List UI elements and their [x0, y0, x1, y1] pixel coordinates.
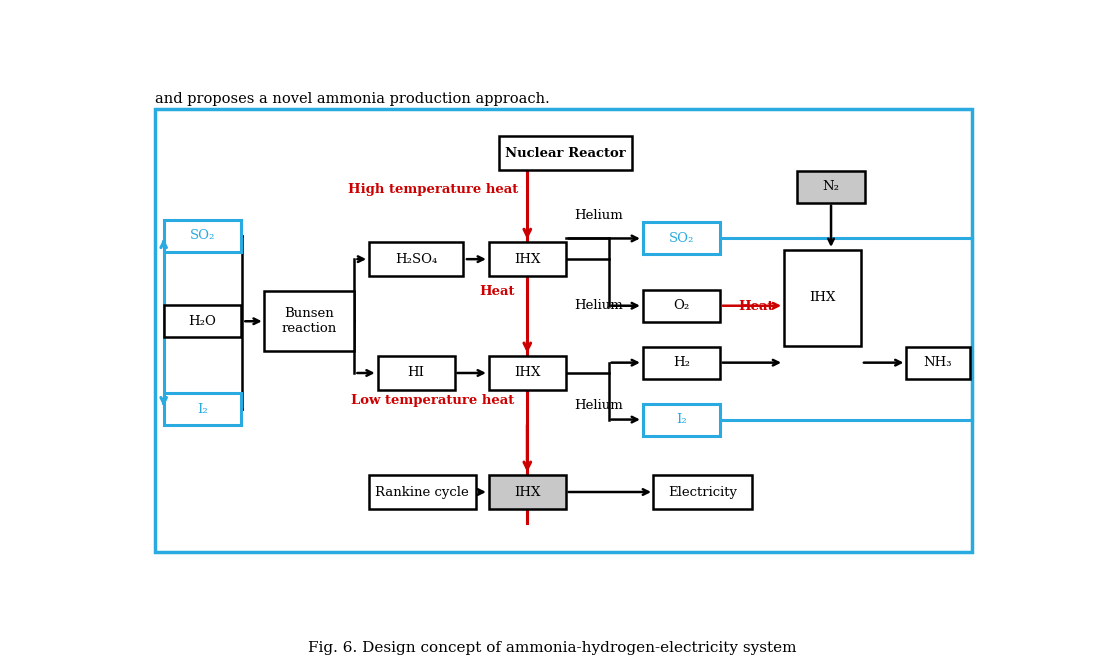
Text: I₂: I₂	[197, 403, 208, 416]
Bar	[155, 109, 973, 552]
Bar	[369, 243, 464, 276]
Bar	[264, 292, 354, 351]
Bar	[643, 222, 720, 255]
Text: Helium: Helium	[574, 399, 623, 412]
Bar	[489, 356, 566, 390]
Bar	[654, 475, 752, 509]
Text: Helium: Helium	[574, 209, 623, 222]
Text: IHX: IHX	[514, 366, 541, 380]
Text: SO₂: SO₂	[669, 232, 694, 245]
Text: O₂: O₂	[673, 299, 689, 312]
Bar	[489, 243, 566, 276]
Text: Helium: Helium	[574, 299, 623, 312]
Text: High temperature heat: High temperature heat	[349, 183, 519, 196]
Bar	[163, 393, 241, 425]
Bar	[369, 475, 476, 509]
Text: IHX: IHX	[514, 253, 541, 265]
Text: Bunsen
reaction: Bunsen reaction	[282, 307, 337, 335]
Bar	[378, 356, 455, 390]
Text: IHX: IHX	[809, 292, 836, 304]
Text: NH₃: NH₃	[924, 356, 953, 369]
Text: Heat: Heat	[479, 285, 514, 298]
Text: Nuclear Reactor: Nuclear Reactor	[506, 146, 626, 159]
Bar	[643, 347, 720, 379]
Bar	[163, 220, 241, 252]
Bar	[784, 250, 861, 346]
Text: Electricity: Electricity	[668, 485, 737, 499]
Text: Rankine cycle: Rankine cycle	[375, 485, 469, 499]
Text: HI: HI	[407, 366, 425, 380]
Text: N₂: N₂	[822, 180, 839, 194]
Bar	[906, 347, 970, 379]
Bar	[643, 403, 720, 435]
Text: Heat: Heat	[737, 300, 774, 312]
Bar	[797, 171, 866, 203]
Bar	[499, 136, 633, 171]
Text: I₂: I₂	[676, 413, 687, 426]
Text: IHX: IHX	[514, 485, 541, 499]
Text: SO₂: SO₂	[190, 229, 215, 243]
Text: H₂: H₂	[672, 356, 690, 369]
Bar	[643, 290, 720, 322]
Text: Fig. 6. Design concept of ammonia-hydrogen-electricity system: Fig. 6. Design concept of ammonia-hydrog…	[308, 641, 796, 655]
Text: and proposes a novel ammonia production approach.: and proposes a novel ammonia production …	[155, 92, 550, 106]
Text: H₂SO₄: H₂SO₄	[395, 253, 437, 265]
Bar	[489, 475, 566, 509]
Text: H₂O: H₂O	[189, 314, 216, 328]
Bar	[163, 305, 241, 337]
Text: Low temperature heat: Low temperature heat	[351, 394, 514, 407]
